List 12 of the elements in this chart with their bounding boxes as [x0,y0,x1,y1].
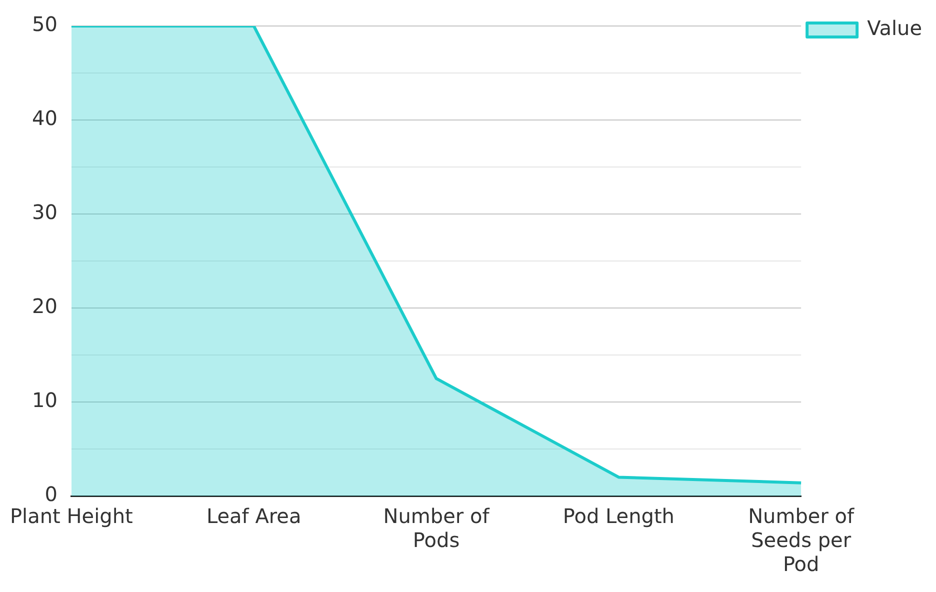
y-tick-label: 0 [44,482,58,506]
x-tick-label: Plant Height [10,504,134,528]
x-tick-label: Number of Seeds per Pod [748,504,856,576]
y-tick-label: 50 [32,12,58,36]
y-tick-label: 10 [32,388,58,412]
x-tick-label: Pod Length [562,504,674,528]
y-tick-label: 40 [32,106,58,130]
y-tick-label: 30 [32,200,58,224]
x-tick-label: Number of Pods [383,504,490,552]
x-tick-label: Leaf Area [206,504,302,528]
legend-label: Value [867,16,922,40]
y-tick-label: 20 [32,294,58,318]
